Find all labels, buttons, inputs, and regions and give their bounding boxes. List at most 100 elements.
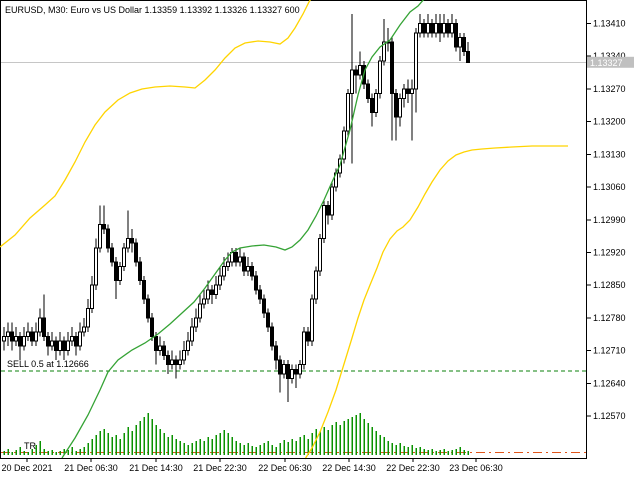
candle-bearish [270,326,274,347]
chart-axes [0,0,587,459]
candle-bullish [70,336,74,342]
candle-bullish [378,60,382,95]
envelope-lower-line [304,145,568,460]
candle-bullish [82,326,86,333]
candle-bullish [198,303,202,319]
candle-bearish [394,93,398,118]
candle-bullish [310,298,314,342]
candle-bullish [214,284,218,296]
candle-bearish [10,331,14,342]
price-axis-label: 1.12780 [593,313,626,323]
candle-bearish [462,37,466,53]
candle-bullish [50,340,54,347]
candle-bullish [14,336,18,342]
ma-green-line [61,0,425,459]
candle-bearish [18,336,22,347]
candle-bullish [398,97,402,118]
candle-bullish [190,326,194,342]
candle-bearish [30,331,34,342]
candle-bullish [90,284,94,310]
candle-bullish [22,336,26,347]
candle-bearish [446,23,450,34]
candle-bearish [454,23,458,48]
candle-bullish [206,289,210,300]
candle-bullish [350,69,354,95]
candle-bullish [98,223,102,249]
candle-bearish [102,223,106,230]
lower-band-path [304,145,568,460]
candle-bullish [186,340,190,352]
candle-bearish [422,23,426,34]
chart-header-ohlc: EURUSD, M30: Euro vs US Dollar 1.13359 1… [5,5,300,15]
time-axis-label: 22 Dec 14:30 [322,463,376,473]
candle-bullish [218,275,222,286]
price-axis-label: 1.13270 [593,84,626,94]
candle-bullish [290,368,294,380]
candle-bearish [174,359,178,366]
time-axis-label: 22 Dec 06:30 [258,463,312,473]
candle-bullish [414,32,418,90]
candle-bearish [278,359,282,375]
price-axis-label: 1.13130 [593,149,626,159]
candle-bearish [406,88,410,95]
candle-bearish [306,331,310,342]
candle-bullish [358,65,362,76]
price-axis-label: 1.13410 [593,19,626,29]
candle-bullish [194,317,198,328]
candle-bullish [434,23,438,34]
candle-bearish [242,256,246,272]
candle-bearish [250,265,254,277]
candle-bearish [258,289,262,300]
candle-bullish [58,340,62,352]
candle-bearish [274,345,278,361]
time-axis-label: 22 Dec 22:30 [386,463,440,473]
candle-bullish [126,237,130,249]
candle-bullish [94,247,98,286]
time-axis[interactable]: 20 Dec 2021 21 Dec 06:30 21 Dec 14:30 21 De… [1,458,503,473]
time-axis-label: 23 Dec 06:30 [449,463,503,473]
sell-position-label[interactable]: SELL 0.5 at 1.12666 [7,359,89,369]
price-axis-label: 1.12990 [593,215,626,225]
chart-frame [0,0,586,458]
candle-bullish [282,364,286,375]
time-axis-label: 21 Dec 22:30 [193,463,247,473]
candle-bullish [458,37,462,48]
candle-bearish [146,298,150,319]
candle-bearish [266,312,270,328]
candle-bearish [74,336,78,347]
candle-bullish [118,265,122,281]
candle-bullish [374,93,378,113]
candle-bullish [222,265,226,277]
candle-bullish [2,336,6,342]
candle-bullish [426,23,430,34]
candle-bullish [410,88,414,95]
candle-bearish [106,228,110,249]
candle-bullish [182,350,186,361]
candle-bullish [302,331,306,366]
time-axis-label: 20 Dec 2021 [1,463,52,473]
candle-bearish [130,237,134,244]
candle-bearish [62,340,66,352]
price-axis-label: 1.13200 [593,117,626,127]
price-axis-label: 1.12920 [593,247,626,257]
price-axis[interactable]: 1.13410 1.13340 1.13270 1.13200 1.13130 1.130… [586,19,626,422]
upper-band-path [0,0,311,248]
candle-bullish [318,237,322,272]
candle-bullish [238,256,242,263]
price-axis-label: 1.12640 [593,378,626,388]
candle-bearish [46,336,50,347]
time-axis-label: 21 Dec 14:30 [129,463,183,473]
candle-bearish [154,336,158,352]
candle-bearish [286,364,290,380]
candle-bearish [466,51,470,63]
green-ma-path [61,0,425,459]
candle-bearish [166,354,170,366]
candle-bearish [438,23,442,34]
candle-bearish [134,242,138,263]
candle-bearish [162,345,166,356]
candle-bearish [142,279,146,300]
candle-bearish [390,41,394,95]
candle-bearish [366,83,370,99]
